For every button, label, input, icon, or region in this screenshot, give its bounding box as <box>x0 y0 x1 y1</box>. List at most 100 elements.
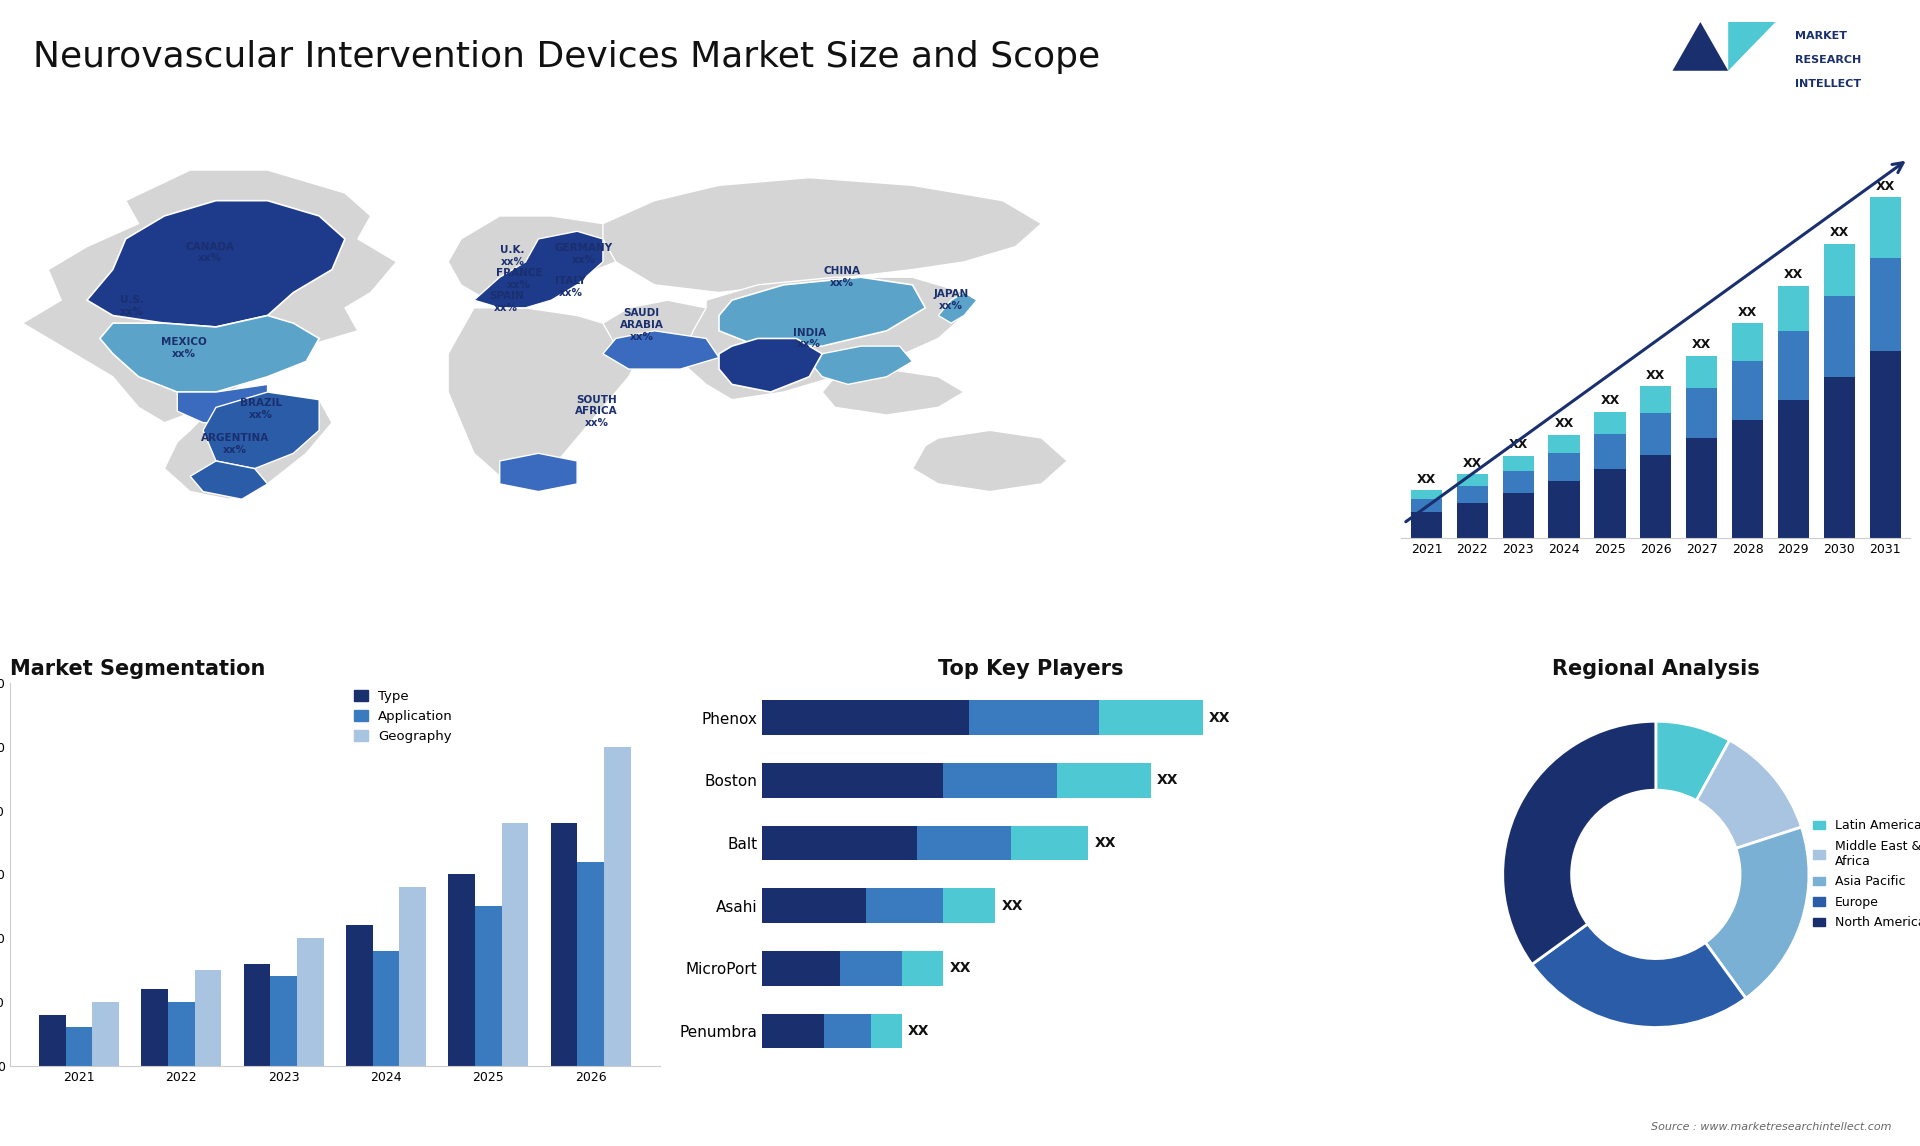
Bar <box>943 888 995 923</box>
Text: ARGENTINA
xx%: ARGENTINA xx% <box>202 433 269 455</box>
Text: U.K.
xx%: U.K. xx% <box>501 245 524 267</box>
Bar <box>902 951 943 986</box>
Bar <box>605 747 630 1066</box>
Bar <box>762 763 943 798</box>
Text: ITALY
xx%: ITALY xx% <box>555 276 586 298</box>
Bar <box>1824 377 1855 537</box>
Bar <box>1824 297 1855 377</box>
Text: XX: XX <box>1417 472 1436 486</box>
Text: CANADA
xx%: CANADA xx% <box>184 242 234 264</box>
Bar <box>1594 469 1626 537</box>
Text: GERMANY
xx%: GERMANY xx% <box>555 243 612 265</box>
Bar <box>1058 763 1150 798</box>
Title: Regional Analysis: Regional Analysis <box>1551 659 1761 678</box>
Bar <box>244 964 271 1066</box>
Bar <box>1686 355 1716 388</box>
Text: XX: XX <box>1876 180 1895 193</box>
Bar <box>1549 435 1580 454</box>
Polygon shape <box>86 201 346 327</box>
Text: XX: XX <box>1210 711 1231 724</box>
Text: BRAZIL
xx%: BRAZIL xx% <box>240 399 282 421</box>
Bar <box>399 887 426 1066</box>
Text: SOUTH
AFRICA
xx%: SOUTH AFRICA xx% <box>576 394 618 427</box>
Text: FRANCE
xx%: FRANCE xx% <box>495 268 541 290</box>
Bar <box>762 888 866 923</box>
Polygon shape <box>190 461 267 500</box>
Text: XX: XX <box>1738 306 1757 319</box>
Bar <box>1732 421 1763 537</box>
Polygon shape <box>165 392 332 500</box>
Bar <box>1732 323 1763 361</box>
Text: CHINA
xx%: CHINA xx% <box>824 266 860 288</box>
Title: Top Key Players: Top Key Players <box>939 659 1123 678</box>
Text: MEXICO
xx%: MEXICO xx% <box>161 337 207 359</box>
Text: XX: XX <box>1784 268 1803 281</box>
Bar <box>1503 493 1534 537</box>
Bar <box>449 874 474 1066</box>
Polygon shape <box>603 331 718 369</box>
Bar <box>970 700 1098 735</box>
Bar <box>474 906 501 1066</box>
Legend: Type, Application, Geography: Type, Application, Geography <box>355 690 453 743</box>
Polygon shape <box>499 454 578 492</box>
Bar <box>1778 285 1809 331</box>
Bar <box>1640 455 1672 537</box>
Text: XX: XX <box>1555 417 1574 431</box>
Text: XX: XX <box>1158 774 1179 787</box>
Text: XX: XX <box>1002 898 1023 912</box>
Text: XX: XX <box>1094 837 1116 850</box>
Polygon shape <box>939 292 977 323</box>
Bar <box>1778 400 1809 537</box>
Polygon shape <box>204 392 319 469</box>
Text: INDIA
xx%: INDIA xx% <box>793 328 826 350</box>
Text: INTELLECT: INTELLECT <box>1795 79 1860 88</box>
Polygon shape <box>177 384 267 423</box>
Text: XX: XX <box>1601 394 1620 407</box>
Bar <box>1457 474 1488 486</box>
Text: SAUDI
ARABIA
xx%: SAUDI ARABIA xx% <box>620 308 664 342</box>
Polygon shape <box>23 170 397 423</box>
Polygon shape <box>603 300 718 354</box>
Bar <box>346 926 372 1066</box>
Text: U.S.
xx%: U.S. xx% <box>121 296 144 316</box>
Polygon shape <box>680 277 964 400</box>
Bar <box>1549 481 1580 537</box>
Bar <box>1457 503 1488 537</box>
Bar <box>169 1002 194 1066</box>
Polygon shape <box>810 346 912 384</box>
Bar <box>501 823 528 1066</box>
Bar <box>551 823 578 1066</box>
Polygon shape <box>474 231 603 308</box>
Text: RESEARCH: RESEARCH <box>1795 55 1860 65</box>
Bar <box>1503 471 1534 493</box>
Bar <box>1640 414 1672 455</box>
Polygon shape <box>447 215 628 308</box>
Bar <box>1411 490 1442 500</box>
Polygon shape <box>603 178 1041 292</box>
Wedge shape <box>1655 721 1730 801</box>
Bar <box>372 951 399 1066</box>
Text: XX: XX <box>1830 227 1849 240</box>
Bar <box>872 1014 902 1049</box>
Wedge shape <box>1697 740 1801 848</box>
Text: XX: XX <box>950 961 972 975</box>
Bar <box>194 970 221 1066</box>
Text: XX: XX <box>908 1025 929 1038</box>
Bar <box>918 826 1010 861</box>
Bar <box>92 1002 119 1066</box>
Bar <box>839 951 902 986</box>
Bar <box>762 1014 824 1049</box>
Polygon shape <box>447 308 641 484</box>
Bar <box>1457 486 1488 503</box>
Legend: Latin America, Middle East &
Africa, Asia Pacific, Europe, North America: Latin America, Middle East & Africa, Asi… <box>1807 815 1920 934</box>
Bar <box>1686 438 1716 537</box>
Text: XX: XX <box>1509 438 1528 452</box>
Bar <box>38 1014 65 1066</box>
Bar <box>578 862 605 1066</box>
Bar <box>762 826 918 861</box>
Bar <box>824 1014 872 1049</box>
Bar <box>1411 512 1442 537</box>
Text: XX: XX <box>1645 369 1665 382</box>
Polygon shape <box>1728 22 1776 71</box>
Bar <box>1098 700 1202 735</box>
